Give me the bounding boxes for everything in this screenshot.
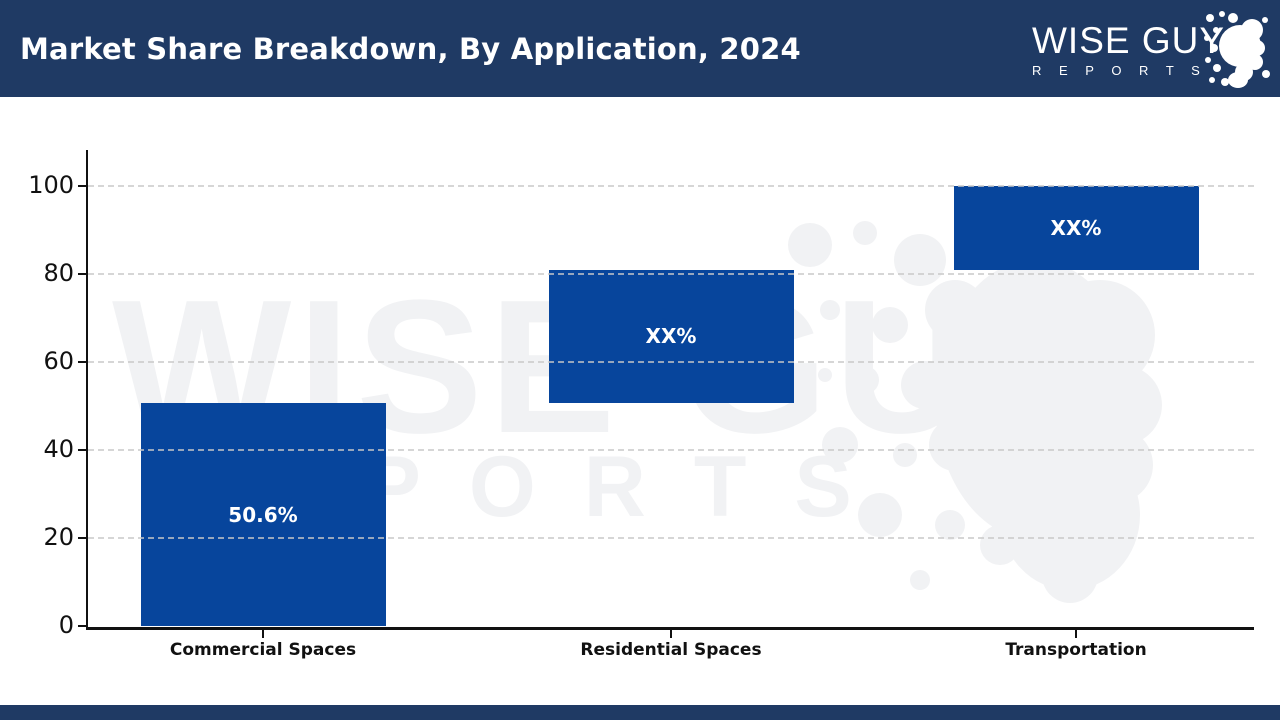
header-bar: Market Share Breakdown, By Application, …	[0, 0, 1280, 97]
gridline	[88, 449, 1254, 451]
watermark-head-graphic	[788, 219, 1162, 603]
y-tick-label: 100	[28, 171, 74, 199]
y-tick-label: 60	[43, 347, 74, 375]
logo-sub-text: R E P O R T S	[1032, 63, 1207, 78]
y-tick-label: 0	[58, 611, 74, 639]
y-tick-mark	[78, 361, 86, 363]
x-category-label: Transportation	[1005, 640, 1147, 660]
x-tick-mark	[262, 630, 264, 638]
y-tick-mark	[78, 449, 86, 451]
y-tick-mark	[78, 537, 86, 539]
bar-value-label: XX%	[1050, 215, 1102, 240]
waterfall-bar	[140, 403, 386, 626]
x-tick-mark	[670, 630, 672, 638]
x-category-label: Commercial Spaces	[169, 640, 357, 660]
y-tick-mark	[78, 625, 86, 627]
y-tick-mark	[78, 185, 86, 187]
x-category-label: Residential Spaces	[580, 640, 762, 660]
x-axis-line	[86, 627, 1254, 630]
waterfall-bar	[548, 269, 794, 404]
gridline	[88, 361, 1254, 363]
x-tick-mark	[1075, 630, 1077, 638]
page-title: Market Share Breakdown, By Application, …	[20, 31, 801, 66]
bar-value-label: XX%	[645, 324, 697, 349]
y-tick-label: 40	[43, 435, 74, 463]
waterfall-bar	[953, 186, 1199, 270]
y-axis-line	[86, 150, 88, 629]
footer-bar	[0, 705, 1280, 720]
y-tick-label: 20	[43, 523, 74, 551]
y-tick-label: 80	[43, 259, 74, 287]
logo-head-icon	[1204, 11, 1270, 88]
y-tick-mark	[78, 273, 86, 275]
wise-guy-reports-logo: WISE GUY R E P O R T S	[1004, 8, 1272, 90]
logo-name-text: WISE GUY	[1032, 20, 1226, 61]
gridline	[88, 185, 1254, 187]
gridline	[88, 537, 1254, 539]
gridline	[88, 273, 1254, 275]
bar-value-label: 50.6%	[228, 502, 298, 527]
